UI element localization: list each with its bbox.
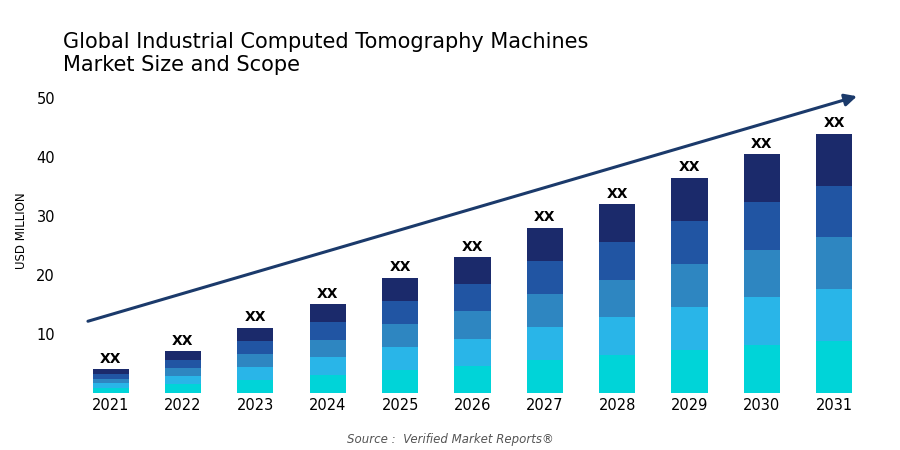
Bar: [310, 304, 346, 322]
Text: XX: XX: [534, 210, 555, 225]
Bar: [671, 307, 707, 350]
Bar: [310, 322, 346, 340]
Bar: [816, 185, 852, 237]
Bar: [599, 279, 635, 317]
Bar: [310, 340, 346, 357]
Bar: [816, 237, 852, 289]
Bar: [671, 221, 707, 264]
Text: XX: XX: [100, 351, 122, 365]
Text: XX: XX: [317, 287, 338, 301]
Text: XX: XX: [752, 137, 773, 151]
Bar: [93, 378, 129, 383]
Bar: [165, 360, 201, 368]
Bar: [93, 383, 129, 388]
Text: XX: XX: [607, 187, 628, 201]
Text: XX: XX: [679, 160, 700, 174]
Bar: [382, 347, 418, 370]
Bar: [671, 178, 707, 221]
Bar: [744, 345, 780, 393]
Bar: [454, 257, 490, 284]
Text: XX: XX: [172, 334, 194, 348]
Text: XX: XX: [245, 310, 266, 324]
Bar: [454, 365, 490, 393]
Bar: [238, 367, 274, 380]
Bar: [165, 384, 201, 393]
Bar: [599, 242, 635, 279]
Bar: [526, 327, 562, 360]
Bar: [526, 228, 562, 261]
Bar: [238, 341, 274, 354]
Bar: [454, 284, 490, 311]
Bar: [165, 368, 201, 376]
Y-axis label: USD MILLION: USD MILLION: [15, 193, 28, 269]
Bar: [93, 369, 129, 374]
Text: XX: XX: [824, 116, 845, 130]
Bar: [238, 354, 274, 367]
Bar: [816, 134, 852, 185]
Bar: [526, 360, 562, 393]
Bar: [93, 374, 129, 378]
Text: XX: XX: [462, 240, 483, 254]
Bar: [671, 264, 707, 307]
Bar: [238, 328, 274, 341]
Bar: [165, 376, 201, 384]
Bar: [744, 202, 780, 250]
Bar: [310, 357, 346, 375]
Text: Source :  Verified Market Reports®: Source : Verified Market Reports®: [346, 433, 554, 446]
Bar: [599, 204, 635, 242]
Bar: [744, 154, 780, 202]
Bar: [454, 311, 490, 338]
Text: XX: XX: [390, 261, 410, 274]
Bar: [454, 338, 490, 365]
Bar: [526, 261, 562, 294]
Bar: [382, 278, 418, 301]
Bar: [165, 351, 201, 360]
Bar: [238, 380, 274, 393]
Bar: [310, 375, 346, 393]
Bar: [526, 294, 562, 327]
Bar: [93, 388, 129, 393]
Bar: [599, 317, 635, 355]
Bar: [816, 289, 852, 341]
Bar: [744, 250, 780, 297]
Bar: [382, 370, 418, 393]
Text: Global Industrial Computed Tomography Machines
Market Size and Scope: Global Industrial Computed Tomography Ma…: [63, 32, 589, 75]
Bar: [382, 301, 418, 324]
Bar: [744, 297, 780, 345]
Bar: [671, 350, 707, 393]
Bar: [816, 341, 852, 393]
Bar: [599, 355, 635, 393]
Bar: [382, 324, 418, 347]
